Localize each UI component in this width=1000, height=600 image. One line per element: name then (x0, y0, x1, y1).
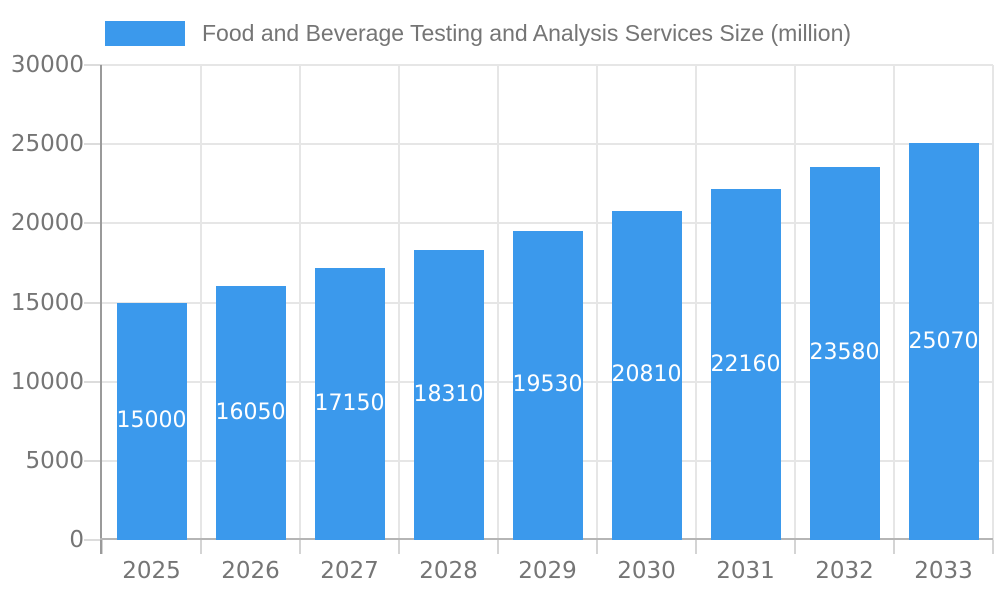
v-gridline (398, 65, 400, 540)
bar[interactable] (809, 166, 880, 540)
bar-value-label: 16050 (215, 399, 286, 425)
v-gridline (695, 65, 697, 540)
x-axis-label: 2027 (320, 558, 379, 584)
x-axis-label: 2030 (617, 558, 676, 584)
y-tick (84, 64, 102, 66)
bar-value-label: 22160 (710, 351, 781, 377)
y-axis-label: 30000 (10, 52, 84, 78)
y-tick (84, 380, 102, 383)
v-gridline (299, 65, 301, 540)
y-axis-label: 15000 (10, 289, 84, 316)
y-axis-label: 5000 (25, 447, 84, 474)
bar-value-label: 23580 (809, 340, 880, 366)
x-axis-label: 2025 (122, 558, 181, 584)
h-gridline (102, 64, 993, 66)
bar[interactable] (413, 250, 484, 540)
v-gridline (497, 65, 499, 540)
bar[interactable] (908, 143, 979, 540)
y-tick (84, 143, 102, 146)
x-tick (497, 540, 499, 554)
bar-value-label: 20810 (611, 362, 682, 388)
bar[interactable] (314, 268, 385, 540)
y-tick (84, 539, 102, 541)
v-gridline (596, 65, 598, 540)
x-axis-label: 2029 (518, 558, 577, 584)
y-axis-label: 10000 (10, 368, 84, 395)
y-tick (84, 459, 102, 462)
bar-value-label: 19530 (512, 372, 583, 398)
x-tick (299, 540, 301, 554)
h-gridline (102, 222, 993, 225)
bar[interactable] (116, 302, 187, 540)
x-axis-label: 2026 (221, 558, 280, 584)
x-tick (596, 540, 598, 554)
bar[interactable] (611, 210, 682, 540)
h-gridline (102, 143, 993, 146)
x-axis-label: 2028 (419, 558, 478, 584)
legend[interactable]: Food and Beverage Testing and Analysis S… (105, 20, 851, 47)
y-tick (84, 301, 102, 304)
bar-value-label: 25070 (908, 328, 979, 354)
y-tick (84, 222, 102, 225)
bar[interactable] (710, 189, 781, 540)
v-gridline (992, 65, 994, 540)
x-tick (695, 540, 697, 554)
x-tick (200, 540, 202, 554)
x-tick (992, 540, 994, 554)
v-gridline (893, 65, 895, 540)
v-gridline (200, 65, 202, 540)
x-tick (398, 540, 400, 554)
legend-swatch-icon (105, 21, 185, 46)
v-gridline (794, 65, 796, 540)
x-axis-label: 2032 (815, 558, 874, 584)
x-axis-label: 2033 (914, 558, 973, 584)
y-axis-label: 20000 (10, 210, 84, 237)
y-axis-line (100, 65, 102, 554)
legend-label: Food and Beverage Testing and Analysis S… (202, 20, 852, 46)
y-axis-label: 25000 (10, 131, 84, 158)
y-axis-label: 0 (69, 527, 84, 553)
x-tick (794, 540, 796, 554)
bar-value-label: 17150 (314, 391, 385, 417)
x-axis-label: 2031 (716, 558, 775, 584)
bar-value-label: 18310 (413, 382, 484, 408)
bar[interactable] (512, 230, 583, 540)
x-tick (893, 540, 895, 554)
bar-value-label: 15000 (116, 408, 187, 434)
x-tick (101, 540, 103, 554)
bar[interactable] (215, 285, 286, 540)
